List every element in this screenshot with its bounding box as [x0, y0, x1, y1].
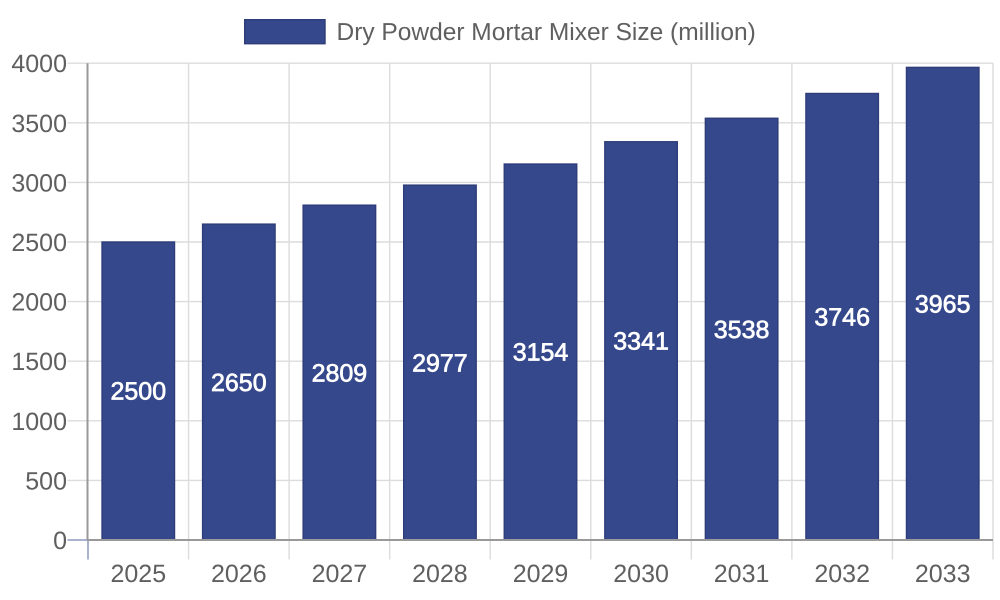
svg-text:2033: 2033 — [915, 560, 971, 588]
svg-text:3000: 3000 — [11, 169, 67, 197]
svg-text:3500: 3500 — [11, 110, 67, 138]
svg-text:3341: 3341 — [613, 328, 669, 356]
svg-text:2000: 2000 — [11, 289, 67, 317]
svg-text:2027: 2027 — [312, 560, 368, 588]
svg-text:2500: 2500 — [11, 229, 67, 257]
svg-text:2809: 2809 — [312, 359, 368, 387]
svg-text:2025: 2025 — [110, 560, 166, 588]
svg-text:3746: 3746 — [814, 303, 870, 331]
svg-text:1000: 1000 — [11, 408, 67, 436]
svg-text:2500: 2500 — [110, 378, 166, 406]
svg-text:2026: 2026 — [211, 560, 267, 588]
svg-text:0: 0 — [53, 527, 67, 555]
svg-text:2028: 2028 — [412, 560, 468, 588]
svg-text:Dry Powder Mortar Mixer Size (: Dry Powder Mortar Mixer Size (million) — [337, 19, 756, 46]
svg-text:2031: 2031 — [714, 560, 770, 588]
svg-text:2977: 2977 — [412, 349, 468, 377]
svg-text:2030: 2030 — [613, 560, 669, 588]
svg-text:3538: 3538 — [714, 316, 770, 344]
svg-text:3965: 3965 — [915, 290, 971, 318]
svg-text:2032: 2032 — [814, 560, 870, 588]
svg-text:500: 500 — [25, 467, 67, 495]
svg-text:1500: 1500 — [11, 348, 67, 376]
svg-text:2029: 2029 — [513, 560, 569, 588]
svg-text:3154: 3154 — [513, 339, 569, 367]
svg-text:2650: 2650 — [211, 369, 267, 397]
svg-text:4000: 4000 — [11, 50, 67, 78]
